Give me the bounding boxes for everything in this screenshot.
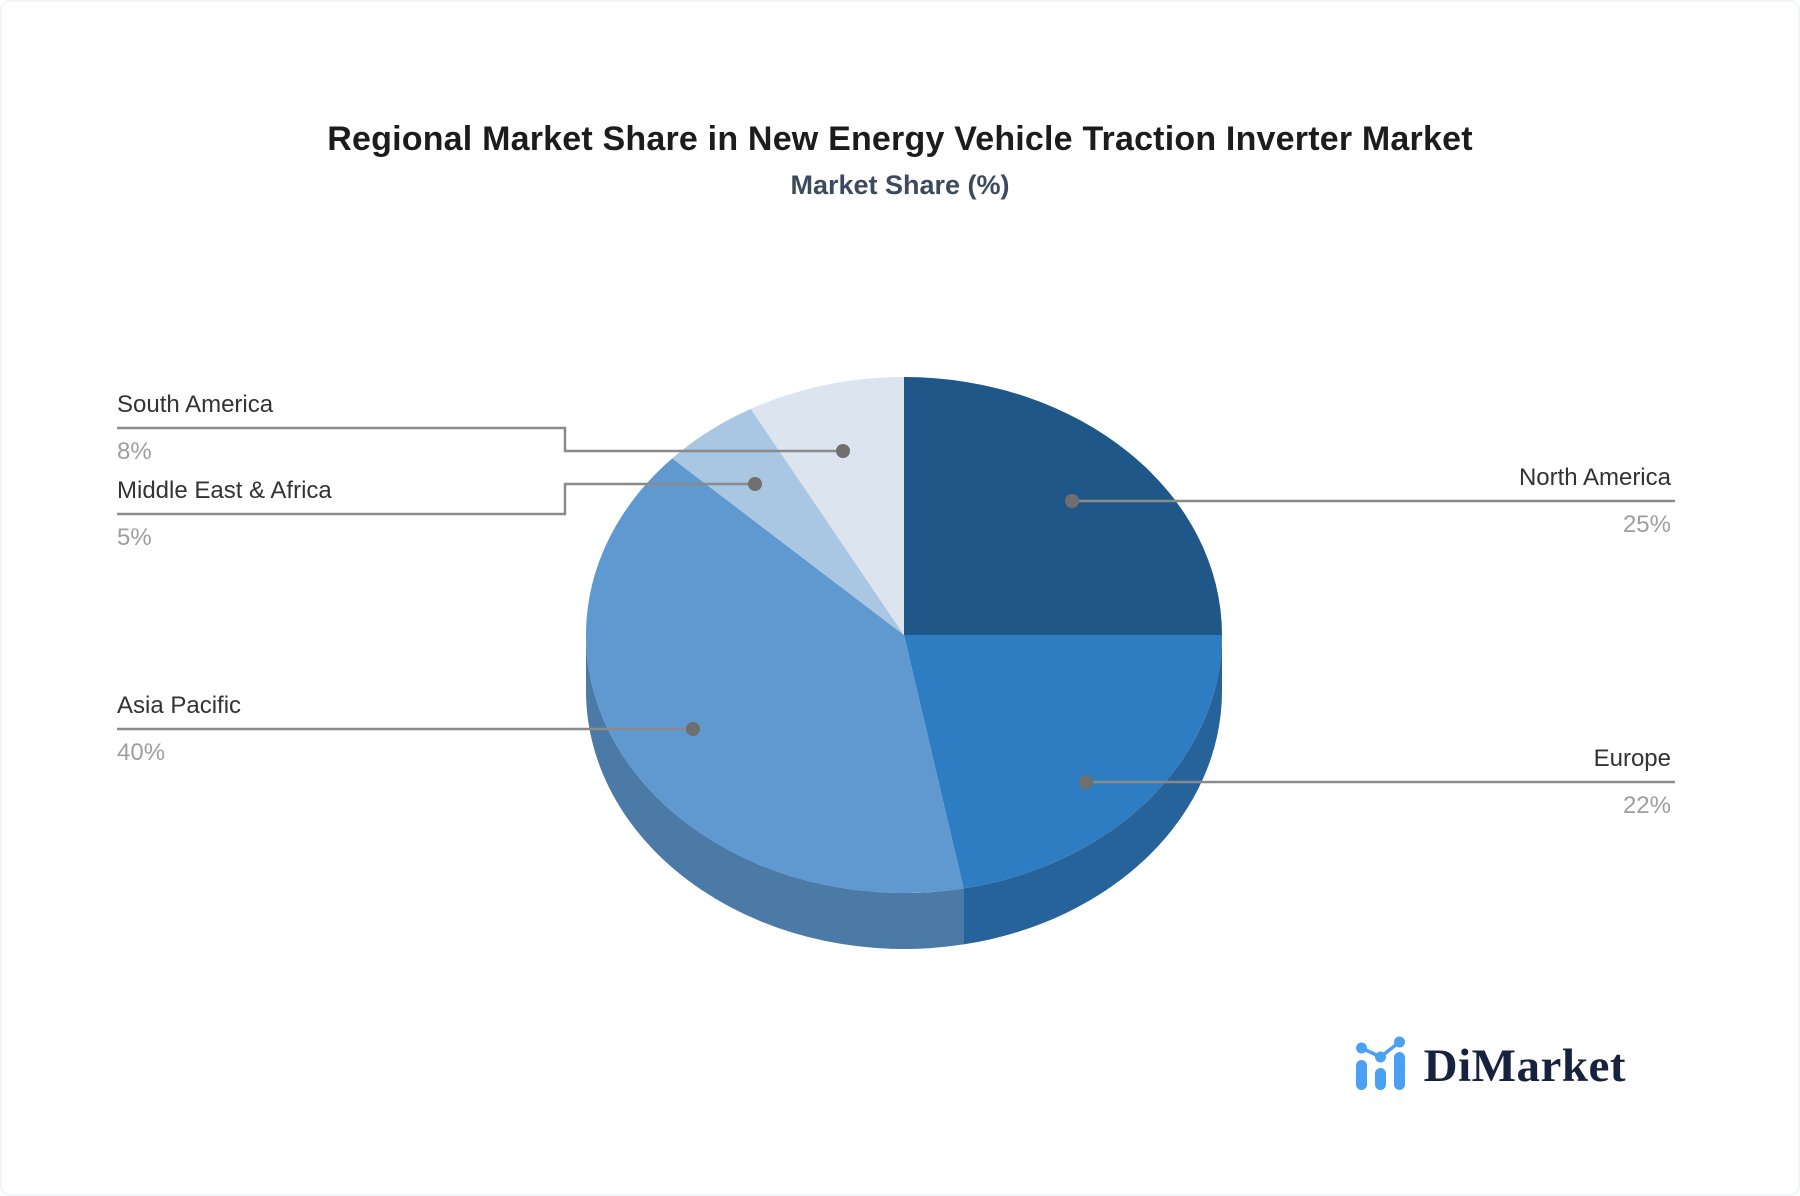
leader-dot <box>1079 775 1093 789</box>
slice-name: Asia Pacific <box>117 692 242 719</box>
slice-name: Middle East & Africa <box>117 477 332 504</box>
slice-label-middle-east-africa: Middle East & Africa <box>117 476 332 506</box>
leader-line-middle-east-africa <box>117 482 755 516</box>
leader-dot <box>1065 494 1079 508</box>
slice-percent: 22% <box>1622 792 1671 819</box>
chart-subtitle: Market Share (%) <box>790 170 1010 200</box>
slice-value-asia-pacific: 40% <box>117 738 165 768</box>
slice-label-europe: Europe <box>1594 744 1671 774</box>
bar-chart-logo-icon <box>1355 1036 1405 1090</box>
pie-slice-asia-pacific <box>586 458 964 893</box>
chart-title: Regional Market Share in New Energy Vehi… <box>327 120 1473 158</box>
leader-line-south-america <box>117 426 843 453</box>
slice-name: South America <box>117 391 274 418</box>
slice-value-north-america: 25% <box>1623 510 1671 540</box>
pie-slice-side <box>963 635 1222 945</box>
leader-dot <box>836 444 850 458</box>
pie-slice-europe <box>904 635 1222 889</box>
slice-percent: 5% <box>117 524 152 551</box>
slice-value-europe: 22% <box>1623 791 1671 821</box>
slice-label-north-america: North America <box>1519 463 1671 493</box>
leader-dot <box>686 722 700 736</box>
slice-value-south-america: 8% <box>117 437 152 467</box>
slice-percent: 8% <box>117 438 152 465</box>
pie-slice-south-america <box>750 377 904 635</box>
leader-dot <box>748 477 762 491</box>
slice-percent: 40% <box>117 739 166 766</box>
pie-slice-side <box>586 635 964 950</box>
slice-name: North America <box>1518 464 1671 491</box>
pie-slice-middle-east-africa <box>672 408 904 635</box>
slice-label-asia-pacific: Asia Pacific <box>117 691 241 721</box>
pie-slice-north-america <box>904 377 1222 635</box>
slice-label-south-america: South America <box>117 390 273 420</box>
slice-value-middle-east-africa: 5% <box>117 523 152 553</box>
slice-name: Europe <box>1593 745 1671 772</box>
brand-name: DiMarket <box>1423 1040 1626 1092</box>
brand-logo: DiMarket <box>1353 1036 1626 1096</box>
slice-percent: 25% <box>1622 511 1671 538</box>
